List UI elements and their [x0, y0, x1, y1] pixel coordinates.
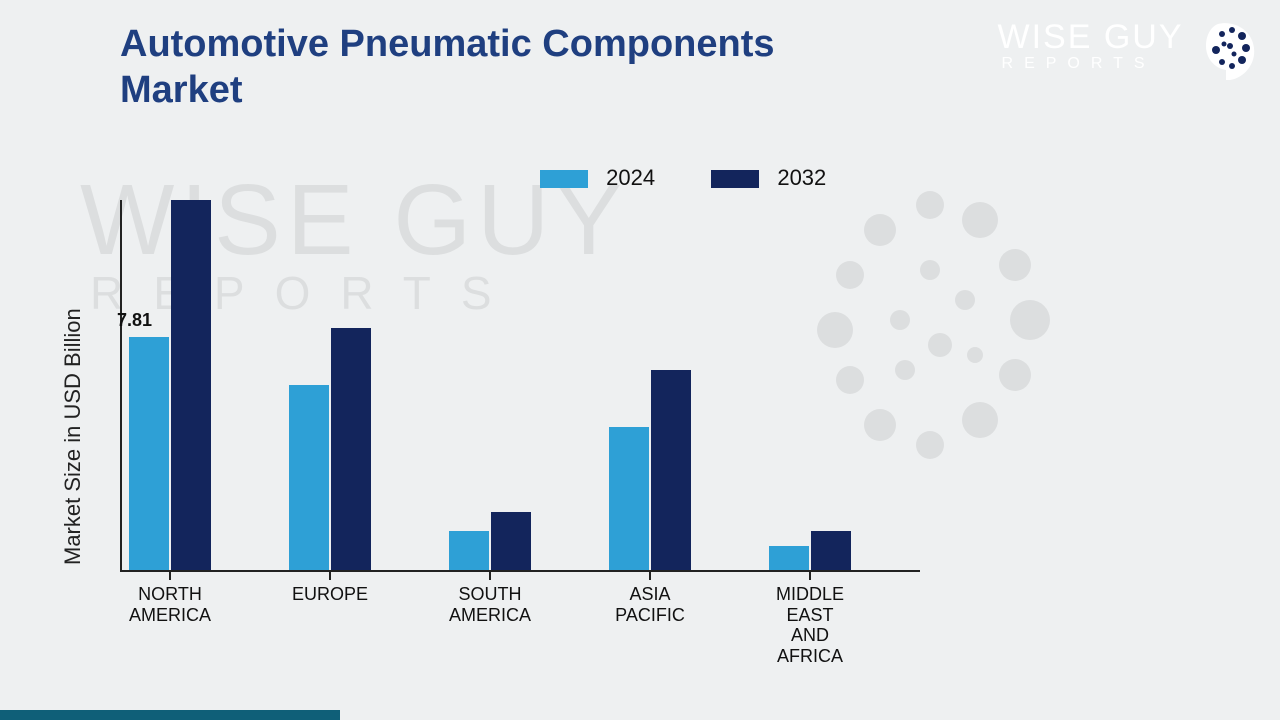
legend: 2024 2032: [540, 165, 876, 191]
value-label: 7.81: [117, 310, 152, 331]
bar: [449, 531, 489, 570]
chart-canvas: WISE GUY REPORTS Automotive Pneumatic Co…: [0, 0, 1280, 720]
chart-title: Automotive Pneumatic Components Market: [120, 22, 820, 113]
legend-item-2024: 2024: [540, 165, 655, 191]
legend-label-2032: 2032: [777, 165, 826, 190]
legend-item-2032: 2032: [711, 165, 826, 191]
category-label: EUROPE: [260, 584, 400, 605]
bar: [769, 546, 809, 570]
plot-area: NORTHAMERICAEUROPESOUTHAMERICAASIAPACIFI…: [120, 200, 920, 570]
bar: [129, 337, 169, 570]
y-axis-line: [120, 200, 122, 570]
brand-head-icon: [1196, 20, 1260, 84]
category-label: SOUTHAMERICA: [420, 584, 560, 625]
brand-line-1: WISE GUY: [998, 20, 1184, 56]
x-tick: [489, 570, 491, 580]
bar: [811, 531, 851, 570]
category-label: NORTHAMERICA: [100, 584, 240, 625]
bar: [289, 385, 329, 570]
x-tick: [809, 570, 811, 580]
bar: [651, 370, 691, 570]
y-axis-label: Market Size in USD Billion: [60, 308, 86, 565]
x-tick: [649, 570, 651, 580]
bar: [491, 512, 531, 570]
x-tick: [169, 570, 171, 580]
legend-swatch-2032: [711, 170, 759, 188]
category-label: ASIAPACIFIC: [580, 584, 720, 625]
brand-line-2: REPORTS: [998, 56, 1184, 73]
bar: [331, 328, 371, 570]
category-label: MIDDLEEASTANDAFRICA: [740, 584, 880, 667]
legend-swatch-2024: [540, 170, 588, 188]
brand-logo: WISE GUY REPORTS: [998, 20, 1260, 84]
bar: [609, 427, 649, 570]
bar: [171, 200, 211, 570]
x-axis-line: [120, 570, 920, 572]
bottom-accent-strip: [0, 710, 340, 720]
legend-label-2024: 2024: [606, 165, 655, 190]
x-tick: [329, 570, 331, 580]
